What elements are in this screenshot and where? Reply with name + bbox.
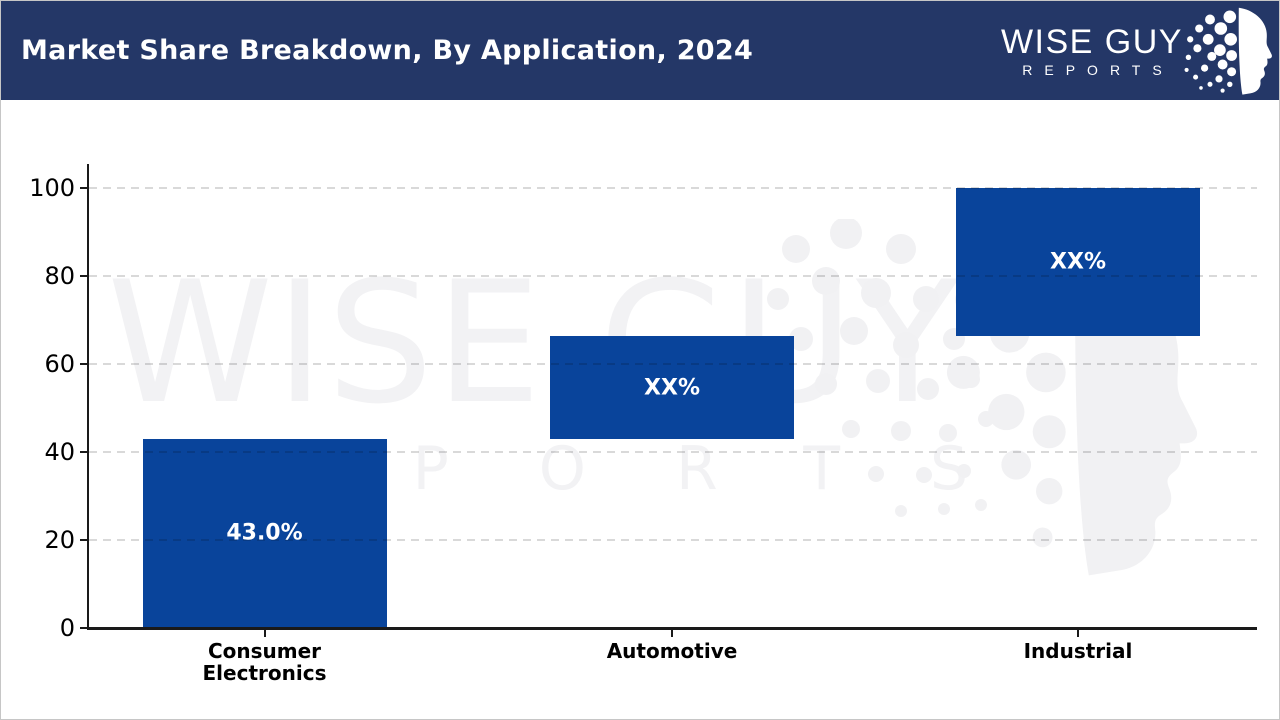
x-tick-2	[1077, 630, 1079, 637]
y-tick-label-40: 40	[44, 438, 75, 466]
logo-wordmark: WISE GUY	[1000, 22, 1183, 61]
bar-automotive	[550, 336, 794, 439]
bar-industrial	[956, 188, 1200, 337]
logo-face-icon	[1184, 7, 1272, 95]
gridline-80	[89, 275, 1257, 277]
bar-value-label: XX%	[1050, 249, 1106, 275]
header-bar: Market Share Breakdown, By Application, …	[1, 1, 1279, 100]
x-category-label: Consumer Electronics	[202, 639, 327, 685]
y-tick-label-0: 0	[59, 614, 75, 642]
x-axis-line	[87, 627, 1257, 630]
y-tick-label-80: 80	[44, 262, 75, 290]
x-category-label: Industrial	[1023, 639, 1133, 663]
logo-subtitle: REPORTS	[1022, 61, 1174, 78]
gridline-40	[89, 451, 1257, 453]
x-category-label: Automotive	[606, 639, 738, 663]
y-tick-label-20: 20	[44, 526, 75, 554]
gridline-20	[89, 539, 1257, 541]
y-tick-0	[80, 627, 87, 629]
logo-text: WISE GUY REPORTS	[1001, 24, 1183, 78]
gridline-100	[89, 187, 1257, 189]
bar-consumer-electronics	[142, 438, 387, 628]
bar-value-label: XX%	[644, 375, 700, 401]
y-tick-60	[80, 363, 87, 365]
y-tick-40	[80, 451, 87, 453]
gridline-60	[89, 363, 1257, 365]
x-tick-1	[671, 630, 673, 637]
y-tick-80	[80, 275, 87, 277]
wiseguy-logo: WISE GUY REPORTS	[1001, 1, 1273, 100]
y-tick-20	[80, 539, 87, 541]
y-axis-line	[87, 164, 89, 630]
chart-title: Market Share Breakdown, By Application, …	[21, 35, 754, 66]
bar-value-label: 43.0%	[226, 520, 303, 546]
y-tick-label-60: 60	[44, 350, 75, 378]
y-tick-label-100: 100	[29, 174, 75, 202]
y-tick-100	[80, 187, 87, 189]
x-tick-0	[263, 630, 266, 637]
